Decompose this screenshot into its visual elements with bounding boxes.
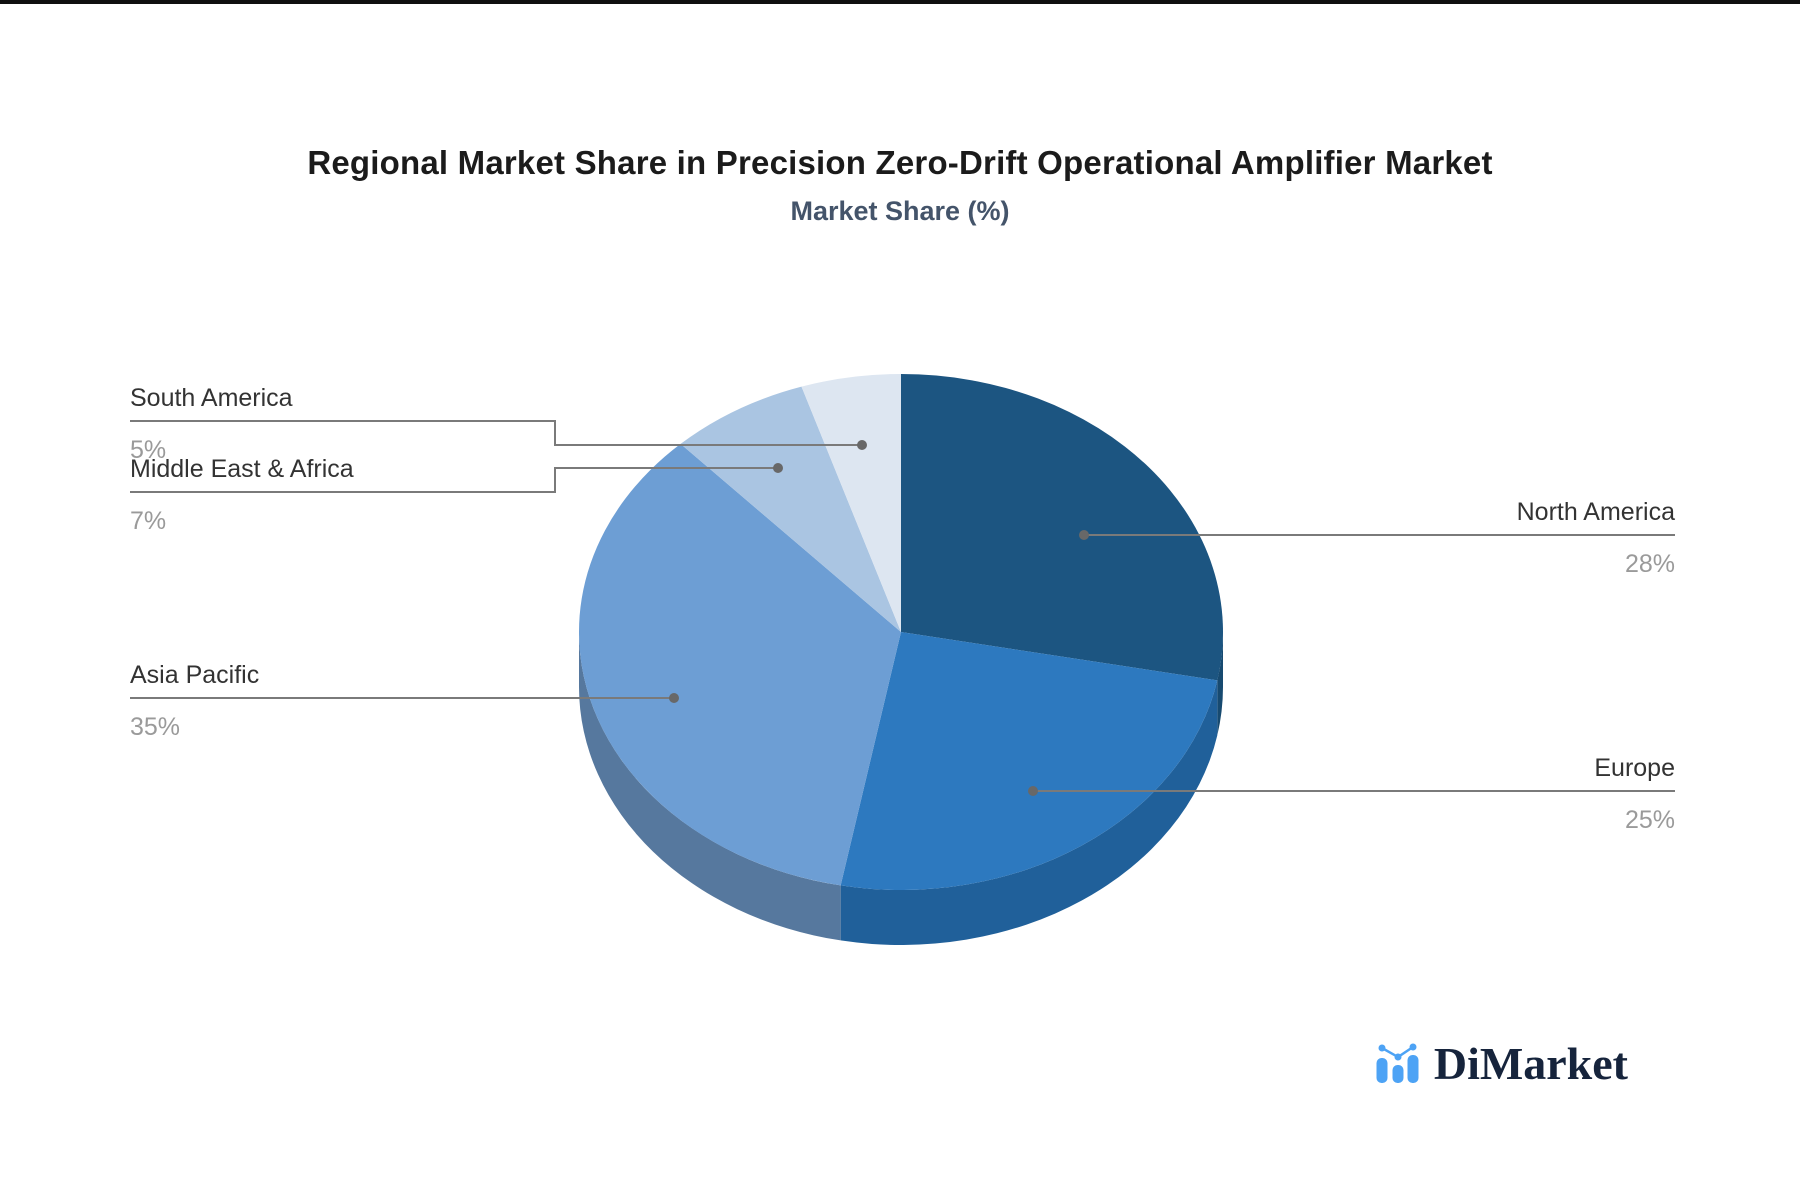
slice-pct-europe: 25%	[1624, 806, 1675, 834]
chart-title: Regional Market Share in Precision Zero-…	[307, 144, 1493, 181]
leader-dot-south-america	[857, 440, 867, 450]
pie-slice-asia-pacific	[579, 443, 901, 886]
slice-pct-middle-east-africa: 7%	[130, 507, 167, 535]
pie-slice-side-north-america	[1217, 632, 1223, 736]
pie-slice-north-america	[901, 374, 1224, 681]
pie-slice-side-asia-pacific	[579, 632, 841, 941]
chart-subtitle: Market Share (%)	[790, 196, 1010, 226]
slice-pct-north-america: 28%	[1624, 550, 1675, 578]
pie-slice-middle-east-africa	[680, 386, 901, 632]
leader-line-middle-east-africa	[130, 467, 778, 493]
leader-line-south-america	[130, 420, 862, 446]
slice-label-asia-pacific: Asia Pacific	[130, 661, 260, 689]
leader-dot-asia-pacific	[669, 693, 679, 703]
pie-slice-europe	[840, 632, 1218, 890]
leader-dot-europe	[1028, 786, 1038, 796]
pie-slices	[579, 374, 1224, 946]
brand-logo: DiMarket	[1376, 1038, 1628, 1089]
bar-chart-icon	[1376, 1043, 1419, 1083]
pie-slice-side-europe	[840, 680, 1218, 946]
leader-dot-north-america	[1079, 530, 1089, 540]
top-border-bar	[0, 0, 1800, 4]
slice-label-north-america: North America	[1516, 498, 1675, 526]
leader-dot-middle-east-africa	[773, 463, 783, 473]
slice-pct-south-america: 5%	[130, 436, 167, 464]
slice-label-europe: Europe	[1594, 754, 1675, 782]
slice-pct-asia-pacific: 35%	[130, 713, 181, 741]
brand-logo-text: DiMarket	[1433, 1038, 1628, 1089]
slice-label-middle-east-africa: Middle East & Africa	[130, 455, 354, 483]
slice-label-south-america: South America	[130, 384, 293, 412]
pie-slice-south-america	[801, 374, 901, 632]
